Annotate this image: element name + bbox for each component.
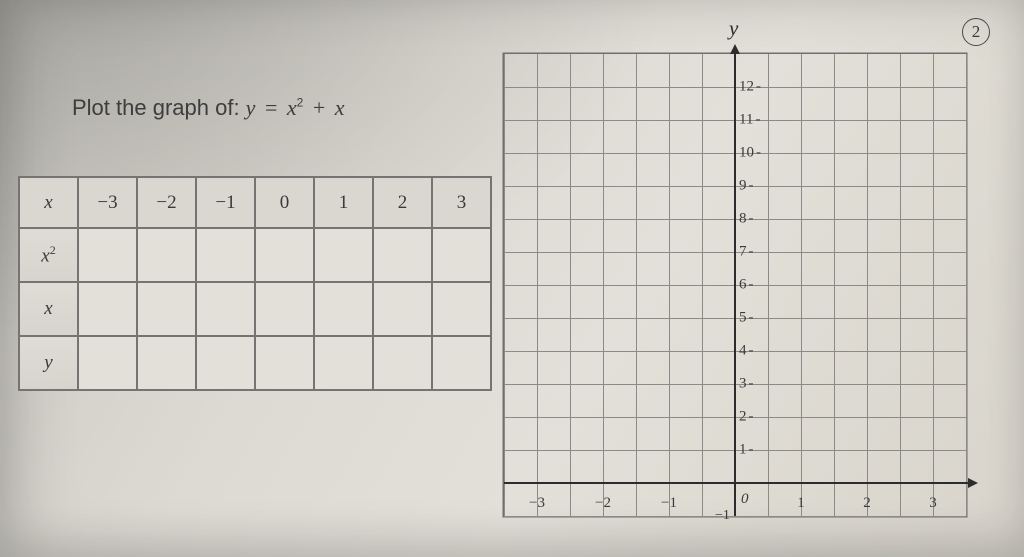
y-tick-label: 5- — [739, 310, 754, 327]
gridline-v — [768, 54, 769, 516]
title-r-var: x — [287, 95, 297, 120]
table-cell — [78, 228, 137, 282]
table-cell — [196, 282, 255, 336]
table-header-cell: −3 — [78, 177, 137, 228]
table-cell — [314, 228, 373, 282]
table-header-cell: −1 — [196, 177, 255, 228]
neg1-label: −1 — [715, 508, 730, 524]
table-cell — [314, 282, 373, 336]
gridline-v — [636, 54, 637, 516]
table-header-cell: 2 — [373, 177, 432, 228]
table-header-cell: 3 — [432, 177, 491, 228]
y-tick-label: 1- — [739, 442, 754, 459]
gridline-v — [669, 54, 670, 516]
table-cell — [137, 228, 196, 282]
table-cell — [255, 336, 314, 390]
table-header-cell: −2 — [137, 177, 196, 228]
x-tick-label: 2 — [847, 495, 887, 512]
title-plus: + — [303, 95, 334, 120]
gridline-v — [570, 54, 571, 516]
y-tick-label: 11- — [739, 112, 760, 129]
gridline-v — [933, 54, 934, 516]
table-cell — [432, 282, 491, 336]
gridline-v — [801, 54, 802, 516]
y-axis — [734, 50, 736, 516]
title-lhs: y — [246, 95, 256, 120]
table-cell — [137, 282, 196, 336]
y-tick-label: 7- — [739, 244, 754, 261]
y-tick-label: 9- — [739, 178, 754, 195]
x-tick-label: −3 — [517, 495, 557, 512]
table-cell — [137, 336, 196, 390]
table-cell — [78, 282, 137, 336]
table-cell — [78, 336, 137, 390]
table-header-cell: 1 — [314, 177, 373, 228]
x-axis — [504, 482, 972, 484]
table-row-label: y — [19, 336, 78, 390]
table-cell — [314, 336, 373, 390]
value-table: x−3−2−10123x2xy — [18, 176, 492, 391]
table-cell — [255, 282, 314, 336]
gridline-h — [504, 516, 966, 517]
table-cell — [196, 336, 255, 390]
y-tick-label: 10- — [739, 145, 761, 162]
table-row-label: x2 — [19, 228, 78, 282]
table-row-label: x — [19, 282, 78, 336]
table-cell — [373, 228, 432, 282]
gridline-v — [966, 54, 967, 516]
table-cell — [196, 228, 255, 282]
y-tick-label: 4- — [739, 343, 754, 360]
x-tick-label: −1 — [649, 495, 689, 512]
y-axis-arrow-icon — [730, 44, 740, 54]
x-tick-label: 3 — [913, 495, 953, 512]
gridline-v — [834, 54, 835, 516]
gridline-v — [900, 54, 901, 516]
x-tick-label: 1 — [781, 495, 821, 512]
table-row-label: x — [19, 177, 78, 228]
title-prefix: Plot the graph of: — [72, 95, 246, 120]
gridline-v — [867, 54, 868, 516]
x-tick-label: −2 — [583, 495, 623, 512]
table-header-cell: 0 — [255, 177, 314, 228]
grid-lines-layer: 12- 11- 10- 9- 8- 7- 6- 5- 4- 3- 2- 1- −3 −2 −1 1 2 3 0 −1 — [494, 44, 988, 549]
gridline-v — [504, 54, 505, 516]
x-axis-arrow-icon — [968, 478, 978, 488]
y-tick-label: 12- — [739, 79, 761, 96]
y-tick-label: 6- — [739, 277, 754, 294]
origin-label: 0 — [741, 491, 749, 508]
graph-area: 12-11-10-9-8-7-6-5-4-3-2-1-−3−2−11230−1 … — [494, 44, 988, 549]
title-r-var2: x — [335, 95, 345, 120]
y-tick-label: 3- — [739, 376, 754, 393]
y-tick-label: 2- — [739, 409, 754, 426]
y-tick-label: 8- — [739, 211, 754, 228]
gridline-v — [537, 54, 538, 516]
question-title: Plot the graph of: y = x2 + x — [72, 95, 345, 121]
worksheet-page: 2 Plot the graph of: y = x2 + x x−3−2−10… — [0, 0, 1024, 557]
question-number-text: 2 — [972, 22, 981, 42]
question-number-badge: 2 — [962, 18, 990, 46]
y-axis-label: y — [729, 16, 738, 41]
gridline-v — [603, 54, 604, 516]
table-cell — [373, 282, 432, 336]
table-cell — [432, 336, 491, 390]
table-cell — [432, 228, 491, 282]
table-cell — [373, 336, 432, 390]
title-equals: = — [255, 95, 286, 120]
gridline-v — [702, 54, 703, 516]
table-cell — [255, 228, 314, 282]
